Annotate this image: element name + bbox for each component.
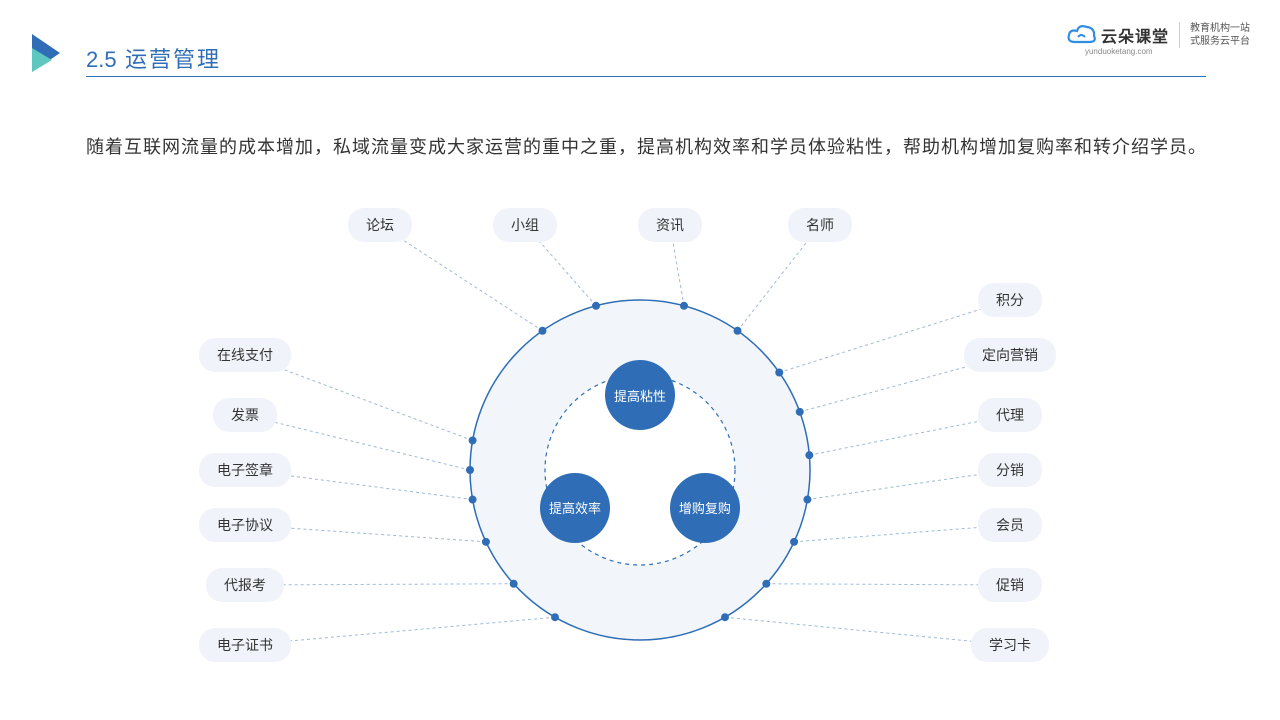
core-node: 增购复购 [670, 473, 740, 543]
feature-pill: 资讯 [638, 208, 702, 242]
feature-pill: 促销 [978, 568, 1042, 602]
feature-pill: 小组 [493, 208, 557, 242]
feature-pill: 定向营销 [964, 338, 1056, 372]
feature-pill: 学习卡 [971, 628, 1049, 662]
feature-pill: 在线支付 [199, 338, 291, 372]
core-node: 提高效率 [540, 473, 610, 543]
feature-pill: 电子签章 [199, 453, 291, 487]
feature-pill: 名师 [788, 208, 852, 242]
feature-pill: 积分 [978, 283, 1042, 317]
feature-pill: 发票 [213, 398, 277, 432]
feature-pill: 论坛 [348, 208, 412, 242]
feature-pill: 分销 [978, 453, 1042, 487]
feature-pill: 代理 [978, 398, 1042, 432]
feature-pill: 会员 [978, 508, 1042, 542]
core-node: 提高粘性 [605, 360, 675, 430]
feature-pill: 代报考 [206, 568, 284, 602]
feature-pill: 电子证书 [199, 628, 291, 662]
feature-pill: 电子协议 [199, 508, 291, 542]
operations-diagram: 论坛 小组 资讯 名师在线支付发票电子签章电子协议代报考电子证书 积分定向营销代理分销会… [0, 0, 1280, 720]
